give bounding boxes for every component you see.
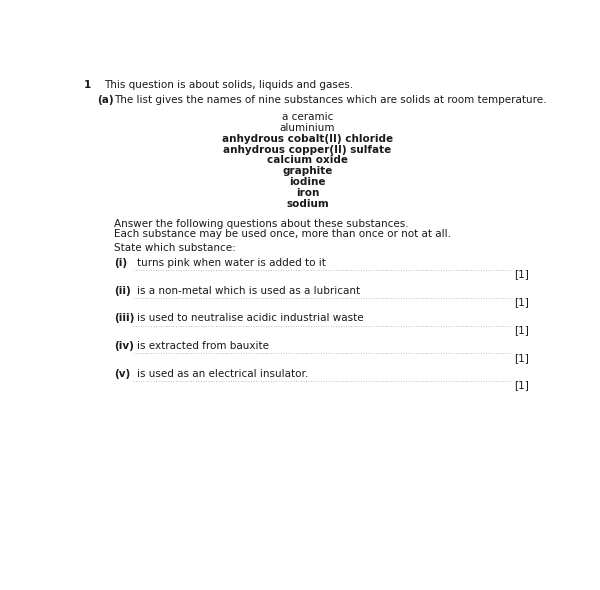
Text: (v): (v) — [114, 369, 130, 379]
Text: (a): (a) — [97, 96, 113, 106]
Text: (iii): (iii) — [114, 313, 134, 323]
Text: [1]: [1] — [514, 325, 529, 335]
Text: [1]: [1] — [514, 297, 529, 307]
Text: is used as an electrical insulator.: is used as an electrical insulator. — [137, 369, 308, 379]
Text: sodium: sodium — [286, 199, 329, 209]
Text: is extracted from bauxite: is extracted from bauxite — [137, 341, 269, 351]
Text: (i): (i) — [114, 258, 127, 268]
Text: [1]: [1] — [514, 381, 529, 391]
Text: [1]: [1] — [514, 353, 529, 363]
Text: The list gives the names of nine substances which are solids at room temperature: The list gives the names of nine substan… — [114, 96, 546, 106]
Text: This question is about solids, liquids and gases.: This question is about solids, liquids a… — [104, 80, 353, 90]
Text: iodine: iodine — [289, 177, 326, 187]
Text: calcium oxide: calcium oxide — [267, 156, 348, 166]
Text: Each substance may be used once, more than once or not at all.: Each substance may be used once, more th… — [114, 229, 451, 238]
Text: aluminium: aluminium — [280, 123, 335, 133]
Text: [1]: [1] — [514, 270, 529, 280]
Text: is a non-metal which is used as a lubricant: is a non-metal which is used as a lubric… — [137, 286, 360, 296]
Text: is used to neutralise acidic industrial waste: is used to neutralise acidic industrial … — [137, 313, 364, 323]
Text: graphite: graphite — [283, 166, 332, 176]
Text: turns pink when water is added to it: turns pink when water is added to it — [137, 258, 326, 268]
Text: a ceramic: a ceramic — [282, 112, 333, 122]
Text: Answer the following questions about these substances.: Answer the following questions about the… — [114, 219, 409, 229]
Text: State which substance:: State which substance: — [114, 242, 235, 253]
Text: 1: 1 — [84, 80, 92, 90]
Text: anhydrous cobalt(II) chloride: anhydrous cobalt(II) chloride — [222, 134, 393, 144]
Text: (ii): (ii) — [114, 286, 131, 296]
Text: iron: iron — [296, 188, 319, 198]
Text: (iv): (iv) — [114, 341, 134, 351]
Text: anhydrous copper(II) sulfate: anhydrous copper(II) sulfate — [223, 145, 392, 155]
